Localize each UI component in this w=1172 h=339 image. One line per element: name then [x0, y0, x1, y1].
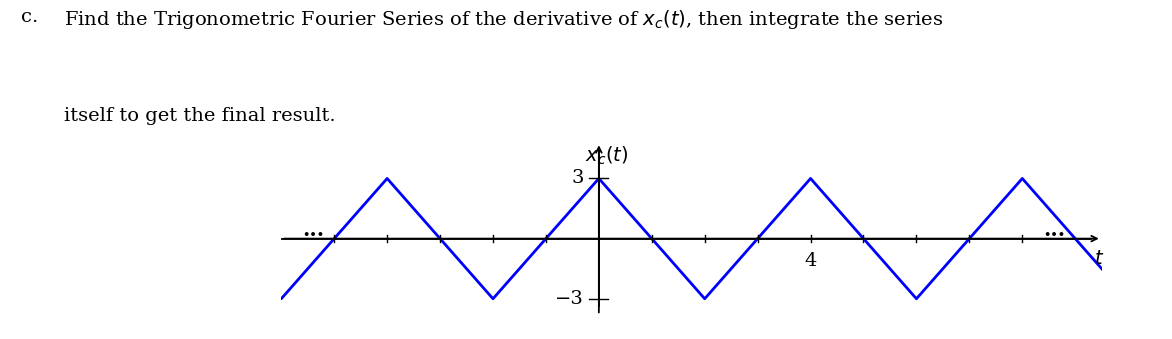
- Text: 3: 3: [572, 170, 584, 187]
- Text: $t$: $t$: [1093, 250, 1104, 267]
- Text: $x_c(t)$: $x_c(t)$: [585, 144, 628, 167]
- Text: −3: −3: [556, 290, 584, 308]
- Text: c.: c.: [21, 7, 39, 26]
- Text: Find the Trigonometric Fourier Series of the derivative of $x_c(t)$, then integr: Find the Trigonometric Fourier Series of…: [64, 7, 943, 31]
- Text: ...: ...: [302, 220, 325, 240]
- Text: ...: ...: [1043, 220, 1065, 240]
- Text: itself to get the final result.: itself to get the final result.: [64, 107, 336, 125]
- Text: 4: 4: [804, 252, 817, 270]
